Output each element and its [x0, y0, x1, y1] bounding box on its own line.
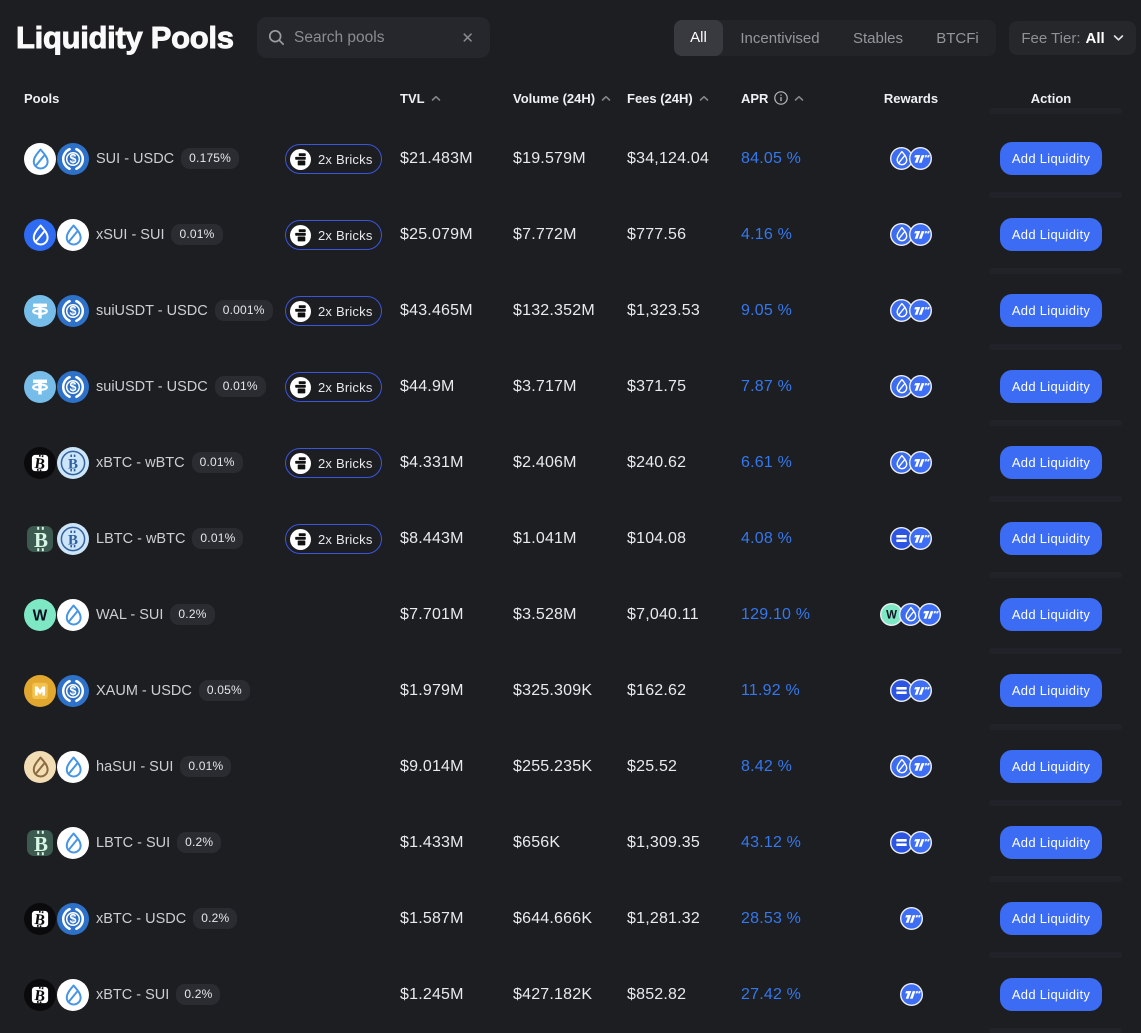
svg-text:B: B [68, 456, 78, 472]
svg-text:$: $ [70, 152, 77, 166]
svg-text:B: B [34, 986, 47, 1004]
svg-text:B: B [68, 532, 78, 548]
svg-text:$: $ [70, 684, 77, 698]
svg-text:$: $ [70, 912, 77, 926]
svg-text:$: $ [70, 304, 77, 318]
svg-text:B: B [34, 454, 47, 472]
svg-text:B: B [34, 832, 48, 856]
svg-text:B: B [34, 528, 48, 552]
svg-text:W: W [886, 610, 897, 622]
svg-text:$: $ [70, 380, 77, 394]
svg-text:B: B [34, 910, 47, 928]
svg-text:W: W [33, 607, 48, 624]
